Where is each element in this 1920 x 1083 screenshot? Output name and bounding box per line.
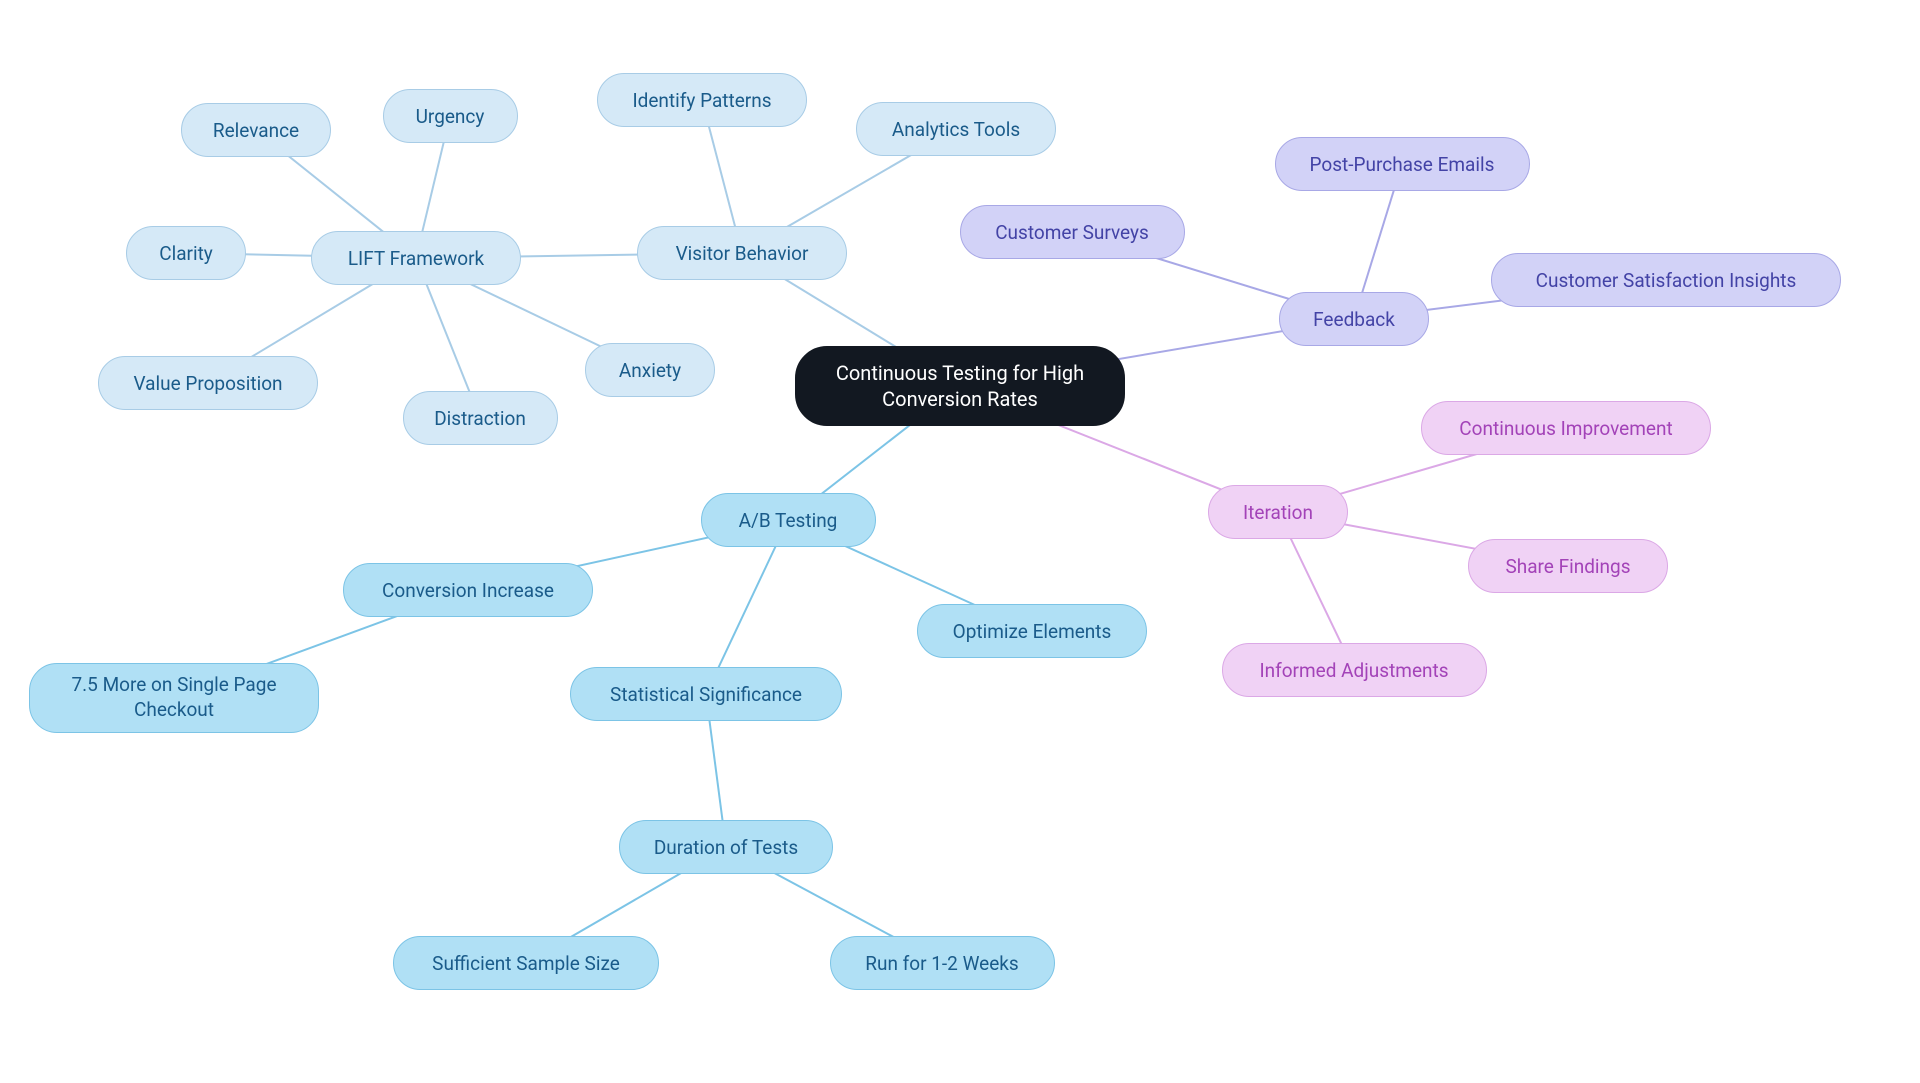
node-label: Analytics Tools	[892, 118, 1020, 141]
node-identify: Identify Patterns	[597, 73, 807, 127]
node-label: Feedback	[1313, 308, 1395, 331]
node-satis: Customer Satisfaction Insights	[1491, 253, 1841, 307]
node-label: Post-Purchase Emails	[1310, 153, 1495, 176]
node-label: 7.5 More on Single Page Checkout	[58, 673, 290, 722]
node-label: Urgency	[416, 105, 485, 128]
node-optimize: Optimize Elements	[917, 604, 1147, 658]
node-iteration: Iteration	[1208, 485, 1348, 539]
mindmap-canvas: Continuous Testing for High Conversion R…	[0, 0, 1920, 1083]
node-feedback: Feedback	[1279, 292, 1429, 346]
node-label: Sufficient Sample Size	[432, 952, 620, 975]
node-clarity: Clarity	[126, 226, 246, 280]
node-ab: A/B Testing	[701, 493, 876, 547]
node-label: Clarity	[159, 242, 213, 265]
node-label: Distraction	[434, 407, 526, 430]
node-label: Statistical Significance	[610, 683, 802, 706]
node-label: Conversion Increase	[382, 579, 554, 602]
node-root: Continuous Testing for High Conversion R…	[795, 346, 1125, 426]
node-label: LIFT Framework	[348, 247, 484, 270]
node-sample: Sufficient Sample Size	[393, 936, 659, 990]
node-label: Visitor Behavior	[676, 242, 809, 265]
node-weeks: Run for 1-2 Weeks	[830, 936, 1055, 990]
node-anxiety: Anxiety	[585, 343, 715, 397]
node-convinc: Conversion Increase	[343, 563, 593, 617]
node-label: Iteration	[1243, 501, 1313, 524]
node-label: Duration of Tests	[654, 836, 798, 859]
node-label: Optimize Elements	[953, 620, 1112, 643]
node-statsig: Statistical Significance	[570, 667, 842, 721]
node-label: Relevance	[213, 119, 299, 142]
node-analytics: Analytics Tools	[856, 102, 1056, 156]
node-surveys: Customer Surveys	[960, 205, 1185, 259]
node-distraction: Distraction	[403, 391, 558, 445]
node-label: A/B Testing	[739, 509, 838, 532]
node-label: Continuous Improvement	[1459, 417, 1672, 440]
node-visitor: Visitor Behavior	[637, 226, 847, 280]
node-label: Continuous Testing for High Conversion R…	[826, 360, 1094, 412]
node-duration: Duration of Tests	[619, 820, 833, 874]
node-lift: LIFT Framework	[311, 231, 521, 285]
node-label: Value Proposition	[133, 372, 282, 395]
node-urgency: Urgency	[383, 89, 518, 143]
node-postpurch: Post-Purchase Emails	[1275, 137, 1530, 191]
node-label: Run for 1-2 Weeks	[865, 952, 1018, 975]
node-valueprop: Value Proposition	[98, 356, 318, 410]
node-label: Customer Satisfaction Insights	[1536, 269, 1797, 292]
node-informed: Informed Adjustments	[1222, 643, 1487, 697]
node-label: Identify Patterns	[632, 89, 771, 112]
node-label: Customer Surveys	[995, 221, 1149, 244]
node-share: Share Findings	[1468, 539, 1668, 593]
node-single: 7.5 More on Single Page Checkout	[29, 663, 319, 733]
node-label: Informed Adjustments	[1259, 659, 1448, 682]
node-label: Share Findings	[1505, 555, 1630, 578]
node-label: Anxiety	[619, 359, 681, 382]
node-relevance: Relevance	[181, 103, 331, 157]
node-contimp: Continuous Improvement	[1421, 401, 1711, 455]
